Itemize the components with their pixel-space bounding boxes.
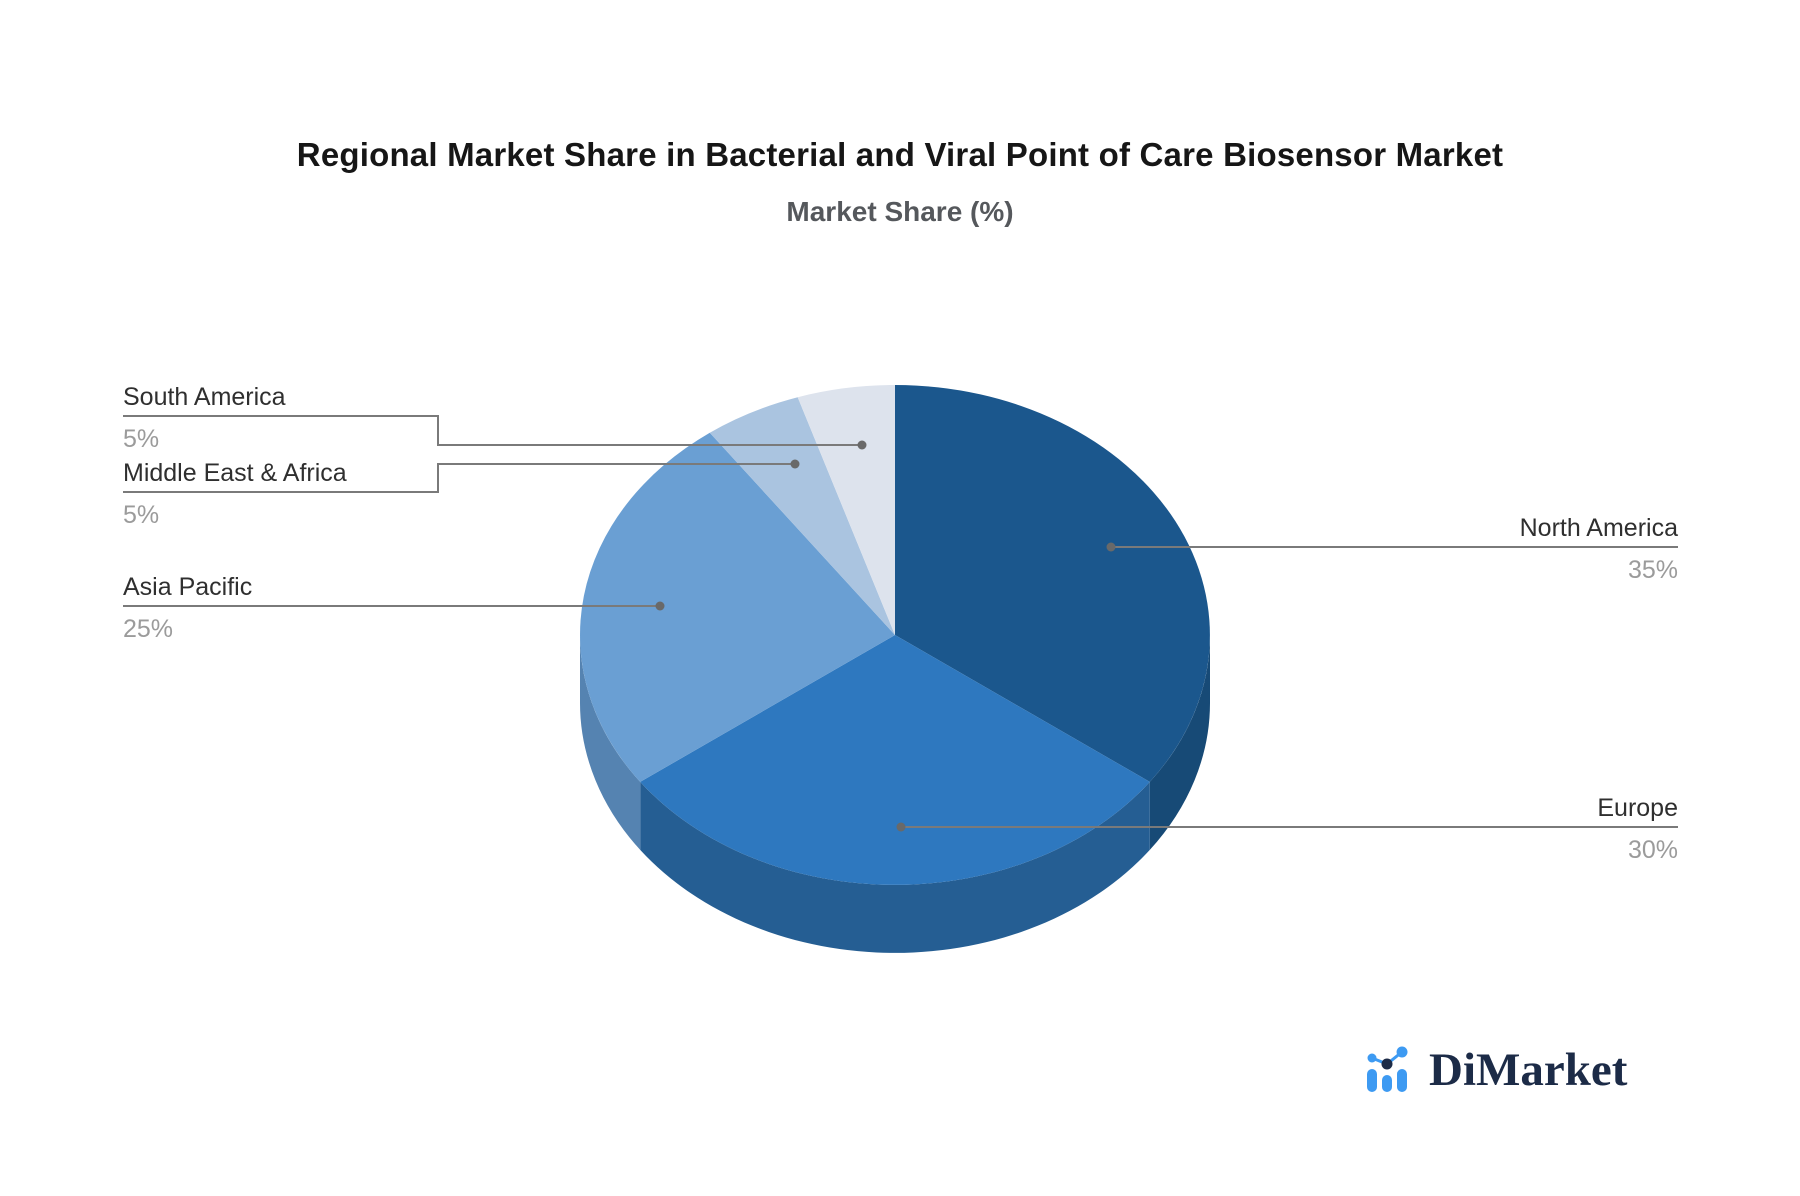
pie-slice-middle-east-africa[interactable]	[709, 397, 895, 635]
callout-dot-europe	[896, 822, 906, 832]
dimarket-logo: DiMarket	[1366, 1040, 1627, 1100]
callout-label-asia-pacific: Asia Pacific	[123, 573, 253, 601]
pie-slice-south-america[interactable]	[797, 385, 895, 635]
pie-slice-north-america[interactable]	[895, 385, 1210, 782]
callout-label-south-america: South America	[123, 383, 286, 411]
pie-slice-asia-pacific[interactable]	[580, 432, 895, 782]
callout-line-south-america	[123, 415, 862, 446]
callout-dot-middle-east-africa	[790, 459, 800, 469]
callout-value-south-america: 5%	[123, 425, 160, 453]
callout-dot-asia-pacific	[655, 601, 665, 611]
callout-dot-north-america	[1106, 542, 1116, 552]
callout-value-asia-pacific: 25%	[123, 615, 174, 643]
logo-text: DiMarket	[1429, 1044, 1628, 1096]
chart-subtitle: Market Share (%)	[786, 196, 1014, 227]
pie-slice-side-asia-pacific	[580, 635, 641, 850]
bar-chart-icon	[1367, 1046, 1408, 1092]
callout-value-north-america: 35%	[1627, 556, 1678, 584]
callout-line-middle-east-africa	[123, 463, 795, 493]
callout-label-middle-east-africa: Middle East & Africa	[123, 459, 347, 487]
pie-slice-side-europe	[640, 781, 1150, 953]
callout-label-north-america: North America	[1519, 514, 1678, 542]
callout-value-middle-east-africa: 5%	[123, 501, 160, 529]
chart-title: Regional Market Share in Bacterial and V…	[296, 136, 1504, 173]
pie-slice-europe[interactable]	[640, 635, 1150, 885]
callout-value-europe: 30%	[1627, 836, 1678, 864]
callout-dot-south-america	[857, 440, 867, 450]
callout-label-europe: Europe	[1597, 794, 1678, 822]
pie-slice-side-north-america	[1149, 635, 1210, 850]
